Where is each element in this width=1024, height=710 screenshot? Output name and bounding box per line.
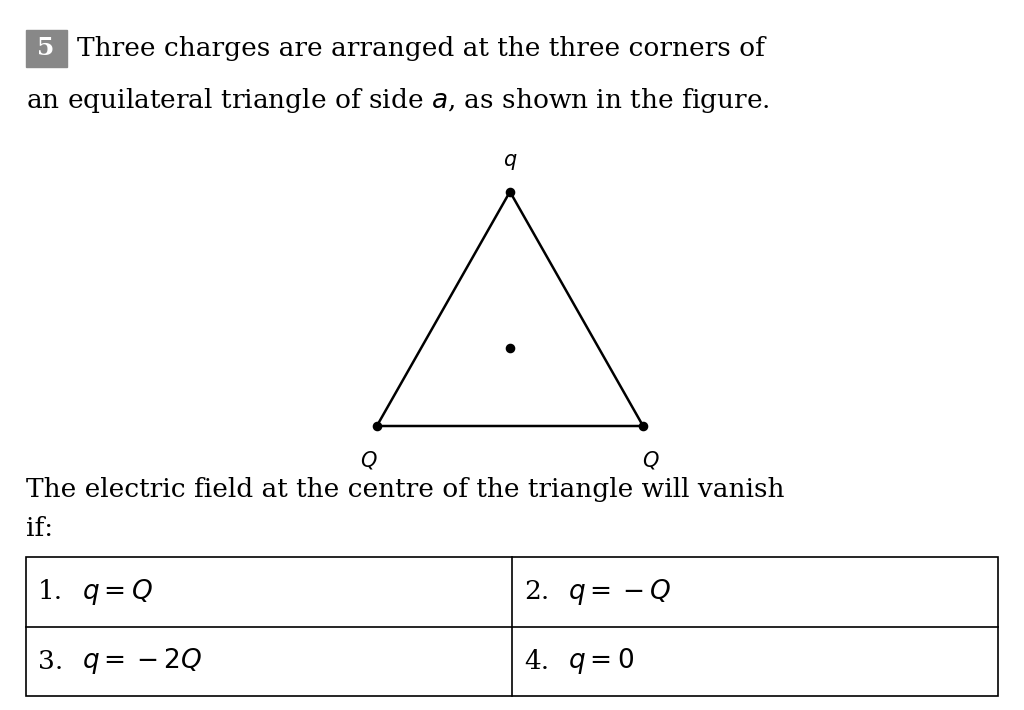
Text: $Q$: $Q$ <box>642 449 660 471</box>
Text: $q = Q$: $q = Q$ <box>82 577 153 607</box>
Text: $Q$: $Q$ <box>359 449 378 471</box>
FancyBboxPatch shape <box>26 30 67 67</box>
Text: 2.: 2. <box>524 579 550 604</box>
Text: $q$: $q$ <box>503 152 517 172</box>
Bar <box>26 557 998 696</box>
Point <box>369 420 385 432</box>
Point <box>502 186 518 197</box>
Text: an equilateral triangle of side $a$, as shown in the figure.: an equilateral triangle of side $a$, as … <box>26 87 769 115</box>
Text: 1.: 1. <box>38 579 63 604</box>
Text: The electric field at the centre of the triangle will vanish: The electric field at the centre of the … <box>26 477 784 503</box>
Text: $q = -2Q$: $q = -2Q$ <box>82 646 202 676</box>
Text: 3.: 3. <box>38 649 63 674</box>
Point <box>635 420 651 432</box>
Text: 4.: 4. <box>524 649 550 674</box>
Point <box>502 342 518 354</box>
Text: 5: 5 <box>38 36 54 60</box>
Text: $q = 0$: $q = 0$ <box>568 646 635 676</box>
Text: Three charges are arranged at the three corners of: Three charges are arranged at the three … <box>77 36 765 61</box>
Text: $q = -Q$: $q = -Q$ <box>568 577 672 607</box>
Text: if:: if: <box>26 516 52 542</box>
